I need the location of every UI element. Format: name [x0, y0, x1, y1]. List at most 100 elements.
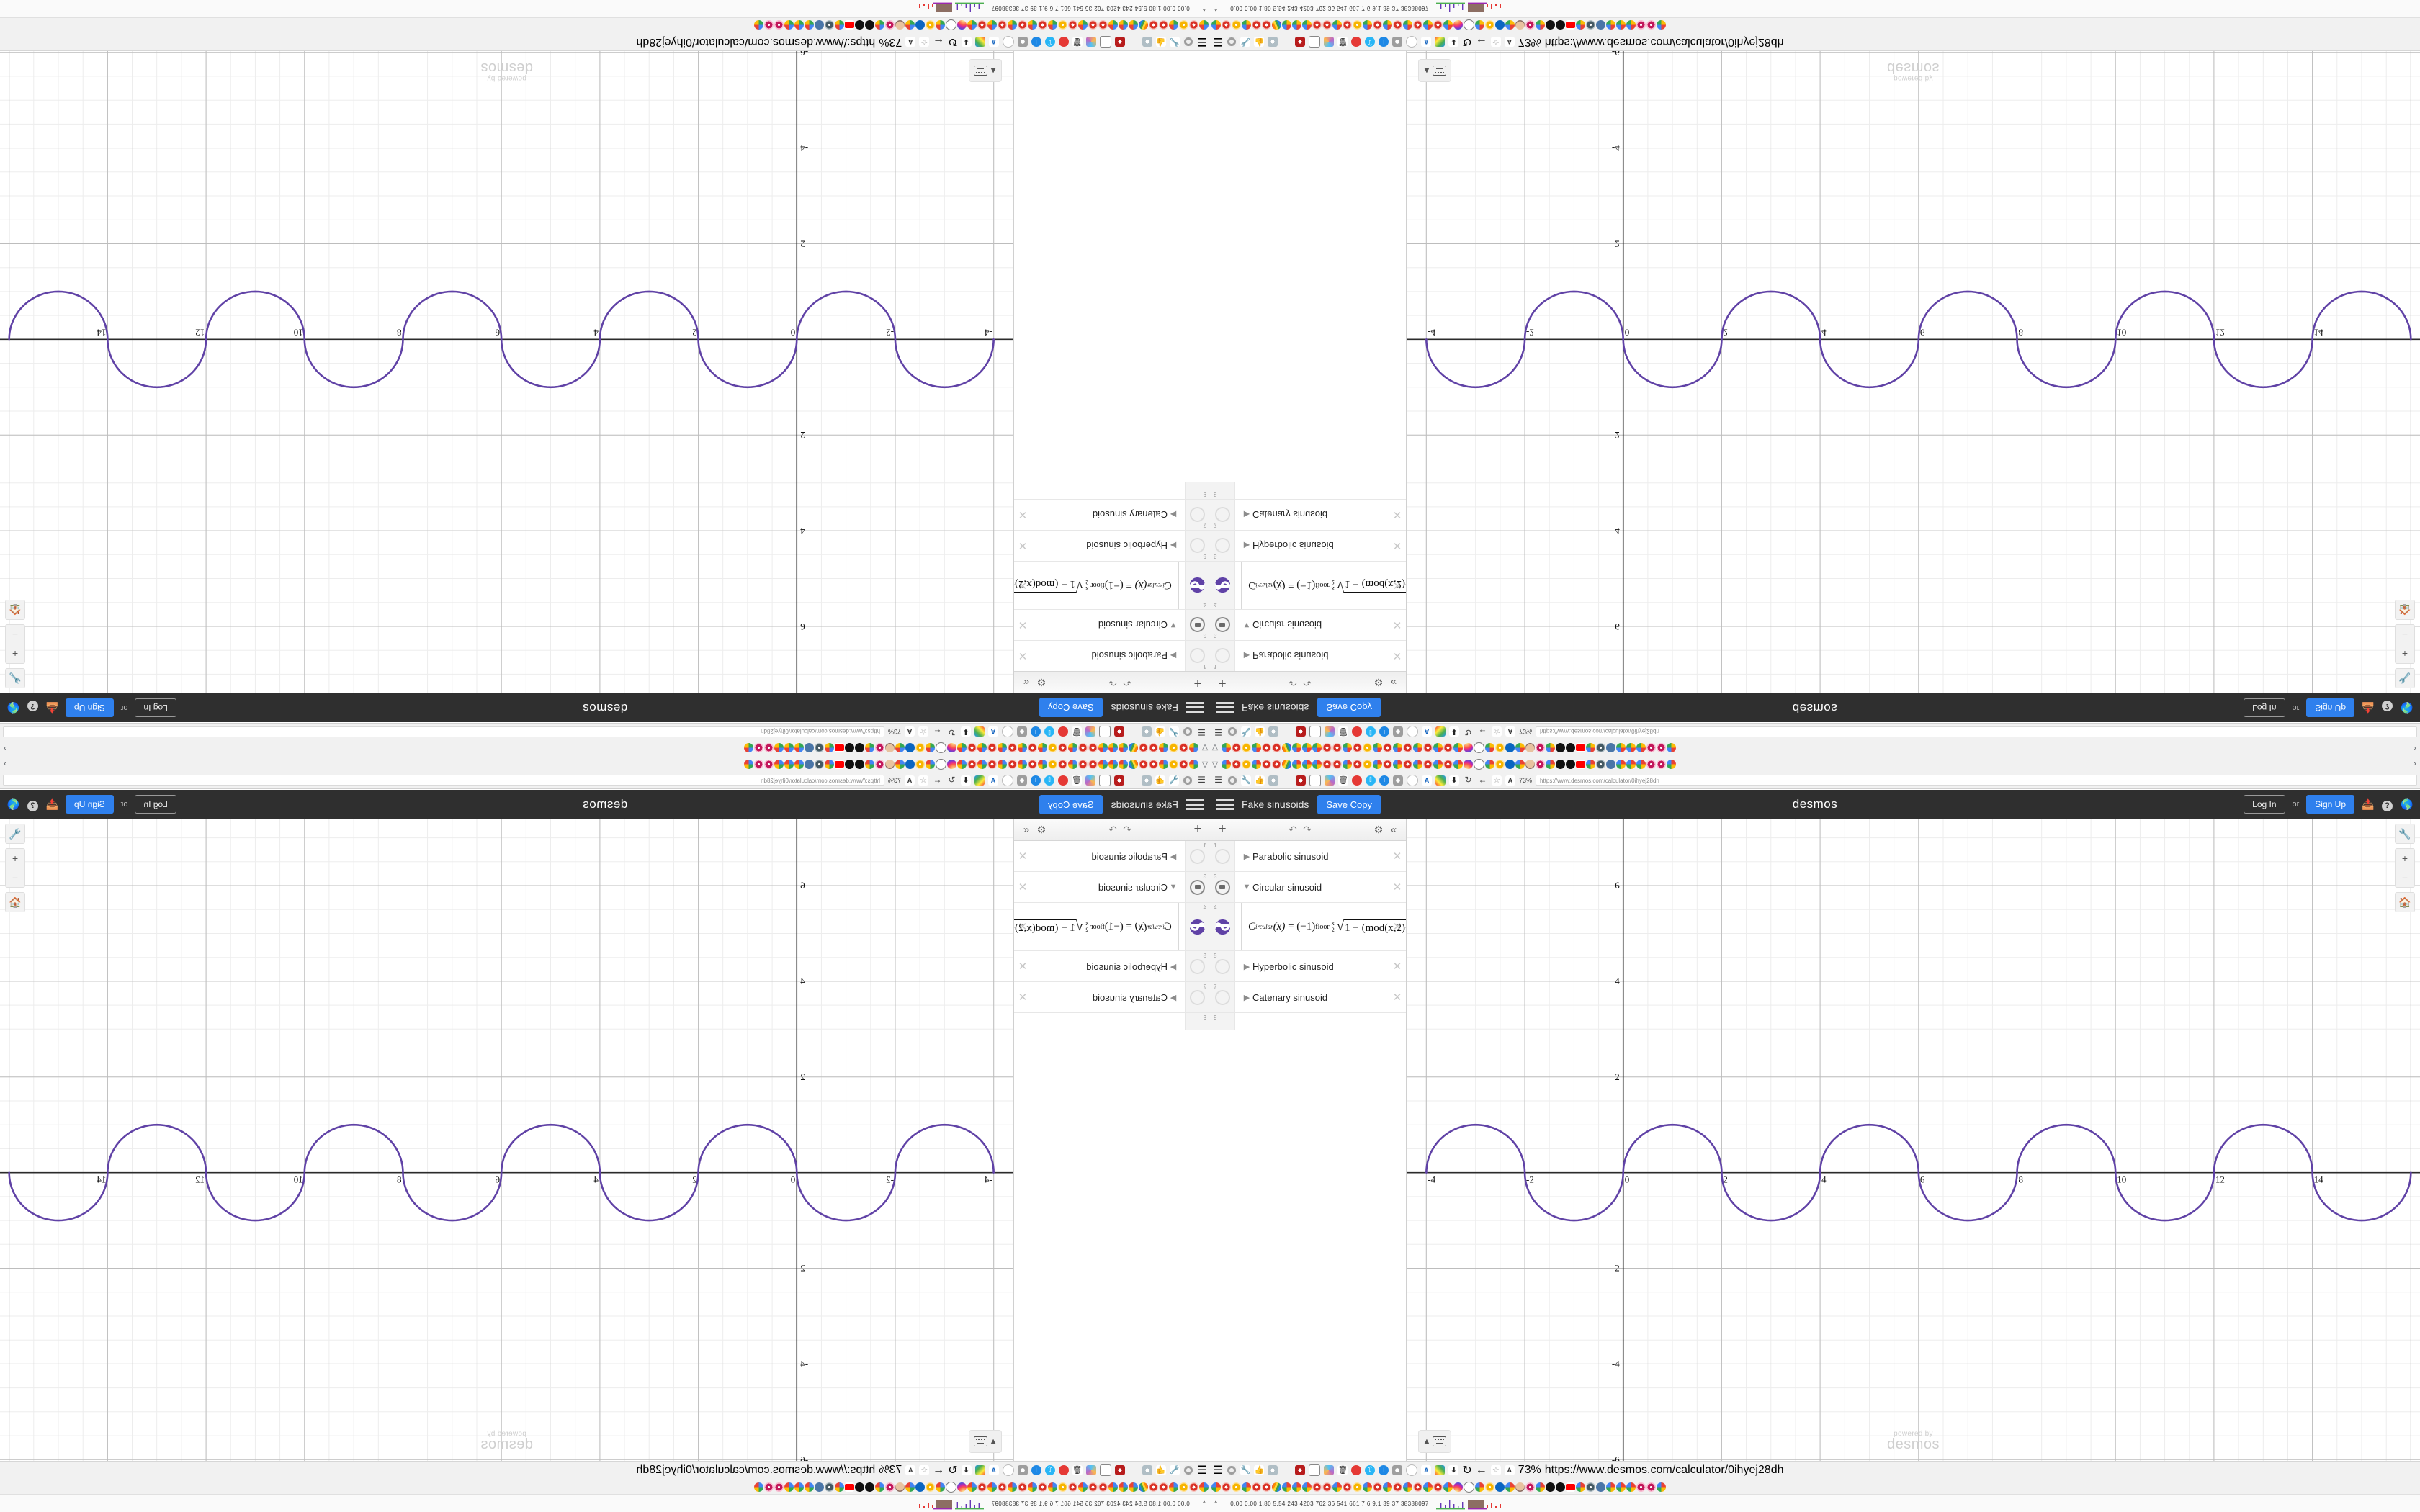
browser-tab-favicon[interactable] [1262, 20, 1271, 30]
download-icon[interactable]: ⬇ [1449, 775, 1459, 786]
desmos-menu-icon[interactable] [1186, 795, 1204, 814]
keyboard-toggle-button[interactable]: ▲ [1418, 59, 1451, 82]
browser-tab-favicon[interactable] [1008, 743, 1017, 753]
expression-content[interactable]: ▼ Circular sinusoid [1235, 610, 1389, 640]
folder-title[interactable]: Catenary sinusoid [1252, 991, 1328, 1003]
add-extension-icon-bottom[interactable]: + [1031, 1465, 1041, 1475]
browser-tab-favicon[interactable] [1222, 759, 1231, 769]
highlighter-extension-icon[interactable] [1435, 726, 1446, 737]
browser-tab-favicon[interactable] [1453, 1482, 1463, 1492]
browser-tab-favicon[interactable] [915, 1482, 925, 1492]
browser-tab-favicon[interactable] [998, 743, 1007, 753]
browser-tab-favicon[interactable] [895, 1482, 905, 1492]
language-icon[interactable]: 🌎 [6, 798, 19, 810]
translate-a-icon-bottom[interactable]: A [1504, 37, 1515, 47]
browser-tab-favicon[interactable] [1453, 743, 1463, 753]
globe-extension-icon-bottom[interactable] [1268, 1465, 1278, 1475]
thumbs-up-extension-icon-bottom[interactable]: 👍 [1155, 37, 1166, 47]
save-copy-button[interactable]: Save Copy [1039, 698, 1103, 718]
browser-tab-favicon[interactable] [825, 759, 834, 769]
delete-expression-icon[interactable]: ✕ [1018, 881, 1028, 894]
expression-content[interactable]: ▶ Parabolic sinusoid [1031, 641, 1185, 671]
thumbs-up-extension-icon-bottom[interactable]: 👍 [1254, 1465, 1265, 1475]
save-copy-button[interactable]: Save Copy [1039, 794, 1103, 814]
expression-row[interactable]: 1 ▶ Parabolic sinusoid ✕ [1014, 841, 1210, 872]
back-icon[interactable]: ← [1478, 775, 1487, 785]
expression-content[interactable]: ▼ Circular sinusoid [1031, 610, 1185, 640]
browser-tab-favicon[interactable] [1222, 20, 1231, 30]
oval-extension-icon-bottom[interactable] [1002, 36, 1014, 48]
add-extension-icon[interactable]: + [1379, 775, 1389, 786]
grey-extension-icon-bottom[interactable] [1281, 1465, 1291, 1475]
expression-index-cell[interactable]: 5 [1185, 951, 1210, 981]
browser-tab-favicon[interactable] [1525, 20, 1535, 30]
browser-tab-favicon[interactable] [905, 759, 915, 769]
browser-tab-favicon[interactable] [1495, 1482, 1505, 1492]
delete-expression-icon[interactable]: ✕ [1392, 921, 1402, 933]
thumbs-up-extension-icon[interactable]: 👍 [1255, 775, 1265, 786]
browser-tab-favicon[interactable] [1108, 1482, 1118, 1492]
browser-tab-favicon[interactable] [1312, 20, 1322, 30]
browser-tab-favicon[interactable] [1242, 20, 1251, 30]
delete-expression-icon[interactable]: ✕ [1018, 618, 1028, 631]
oval-extension-icon-bottom[interactable] [1406, 1464, 1418, 1476]
browser-tab-favicon[interactable] [1646, 20, 1656, 30]
browser-tab-favicon[interactable] [1453, 759, 1463, 769]
expression-row[interactable]: 7 ▶ Catenary sinusoid ✕ [1014, 982, 1210, 1013]
browser-tab-favicon[interactable] [1322, 1482, 1332, 1492]
help-icon[interactable]: ? [27, 798, 39, 811]
browser-tab-favicon[interactable] [1373, 20, 1382, 30]
browser-tab-favicon[interactable] [1383, 1482, 1392, 1492]
expression-row[interactable]: 7 ▶ Catenary sinusoid ✕ [1014, 499, 1210, 530]
browser-tab-favicon[interactable] [774, 743, 784, 753]
reload-icon-bottom[interactable]: ↻ [948, 35, 958, 48]
browser-tab-favicon[interactable] [1596, 743, 1605, 753]
reload-icon[interactable]: ↻ [1464, 775, 1472, 785]
browser-tab-favicon[interactable] [1179, 1482, 1188, 1492]
gear-extension-icon-bottom[interactable] [1183, 37, 1193, 47]
globe-extension-icon-bottom[interactable] [1268, 37, 1278, 47]
browser-tab-favicon[interactable] [754, 1482, 763, 1492]
expression-list[interactable]: 1 ▶ Parabolic sinusoid ✕ 3 ▼ Circular sinusoid… [1014, 50, 1210, 671]
browser-tab-favicon[interactable] [1098, 1482, 1108, 1492]
curve-color-swatch[interactable] [1214, 919, 1230, 935]
add-extension-icon[interactable]: + [1031, 726, 1041, 737]
browser-tab-favicon[interactable] [895, 743, 905, 753]
graph-plot[interactable]: -4 -2 0 2 4 6 8 10 12 14 -6 -4 -2 2 4 6 [0, 819, 1013, 1462]
browser-tab-favicon[interactable] [1657, 743, 1666, 753]
shield-extension-icon-bottom[interactable] [1114, 1465, 1125, 1475]
browser-tab-favicon[interactable] [1475, 20, 1484, 30]
zoom-in-button[interactable]: + [2395, 644, 2415, 664]
bottom-nav-toolbar[interactable]: ☰ 🔧 👍 🗑 ⇧ + A ⬇ ↻ ← ☆ A 73% https://www.… [0, 1462, 1210, 1479]
browser-nav-toolbar[interactable]: ☰ 🔧 👍 🗑 ⇧ + A ⬇ ↻ ← ☆ A 73% https://www.… [1210, 723, 2420, 740]
address-bar-bottom[interactable]: https://www.desmos.com/calculator/0ihyej… [1544, 36, 1784, 48]
browser-tab-favicon[interactable] [1282, 1482, 1291, 1492]
upload-extension-icon-bottom[interactable]: ⇧ [1044, 37, 1055, 47]
browser-tab-favicon[interactable] [1129, 1482, 1138, 1492]
highlighter-extension-icon[interactable] [1435, 775, 1446, 786]
download-icon[interactable]: ⬇ [1449, 726, 1459, 737]
translate-a-icon[interactable]: A [905, 726, 915, 737]
bookmark-star-icon-bottom[interactable]: ☆ [919, 1465, 930, 1475]
zoom-out-button[interactable]: − [2395, 624, 2415, 644]
expression-content[interactable]: ▶ Hyperbolic sinusoid [1031, 951, 1185, 981]
shield-extension-icon[interactable] [1296, 775, 1306, 786]
expression-toolbar[interactable]: + ↶ ↷ ⚙ « [1210, 671, 1406, 693]
expression-index-cell[interactable]: 9 [1210, 482, 1235, 499]
browser-tab-favicon[interactable] [1515, 1482, 1525, 1492]
graph-tool-buttons[interactable]: 🔧 + − 🏠 [2395, 824, 2415, 912]
browser-tab-favicon[interactable] [1464, 19, 1474, 31]
gear-extension-icon-bottom[interactable] [1227, 1465, 1237, 1475]
bookmark-star-icon[interactable]: ☆ [1492, 726, 1502, 737]
translate-extension-icon[interactable]: A [1422, 775, 1432, 786]
puzzle-extension-icon-bottom[interactable] [1085, 37, 1096, 47]
graph-settings-gear-icon[interactable]: ⚙ [1373, 677, 1384, 689]
expression-index-cell[interactable]: 9 [1185, 482, 1210, 499]
browser-tab-favicon[interactable] [1058, 759, 1067, 769]
browser-tab-favicon[interactable] [1098, 743, 1108, 753]
add-extension-icon[interactable]: + [1031, 775, 1041, 786]
log-in-button[interactable]: Log In [135, 795, 176, 814]
browser-tab-favicon[interactable] [1028, 759, 1037, 769]
